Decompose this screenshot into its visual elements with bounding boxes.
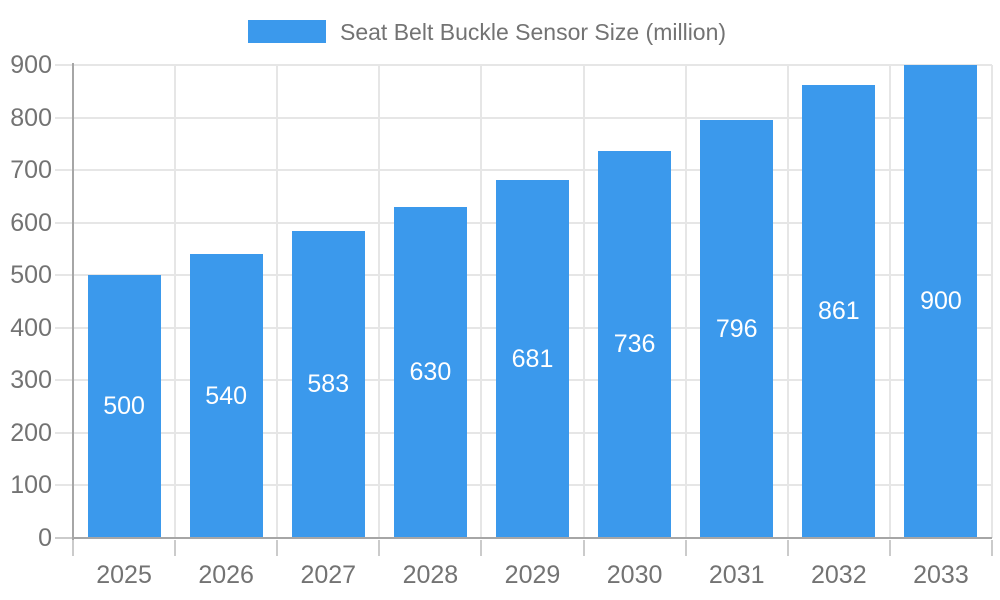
- gridline-horizontal: [55, 64, 992, 66]
- bar-2025[interactable]: [87, 275, 161, 538]
- bar-value-label: 500: [103, 392, 145, 421]
- bar-2033[interactable]: [904, 65, 978, 538]
- bar-2027[interactable]: [291, 231, 365, 538]
- bar-value-label: 736: [613, 330, 656, 359]
- x-axis-tick-label: 2025: [96, 561, 152, 589]
- gridline-vertical: [276, 65, 279, 538]
- y-axis-tick-label: 600: [10, 208, 52, 237]
- x-axis-tick: [480, 539, 483, 556]
- bar-2028[interactable]: [393, 206, 467, 538]
- x-axis-tick: [684, 539, 687, 556]
- x-axis-tick-label: 2026: [198, 561, 254, 589]
- bar-value-label: 900: [920, 287, 962, 316]
- x-axis-tick: [276, 539, 279, 556]
- y-axis-tick-label: 500: [10, 261, 52, 289]
- x-axis-tick: [174, 539, 177, 556]
- bar-2031[interactable]: [700, 119, 774, 538]
- x-axis-tick-label: 2033: [913, 561, 969, 589]
- x-axis-tick: [72, 539, 74, 556]
- x-axis-tick-label: 2028: [402, 561, 459, 589]
- bar-value-label: 681: [511, 344, 554, 373]
- y-axis-tick-label: 700: [10, 156, 52, 184]
- x-axis-tick: [378, 539, 381, 556]
- bar-value-label: 861: [817, 297, 860, 326]
- gridline-vertical: [684, 65, 687, 538]
- y-axis-tick: [55, 536, 73, 539]
- x-axis-baseline: [73, 536, 992, 539]
- y-axis-line: [71, 63, 74, 540]
- y-axis-tick-label: 900: [10, 51, 52, 79]
- x-axis-tick-label: 2029: [504, 561, 561, 589]
- x-axis-tick-label: 2030: [606, 561, 663, 589]
- bar-2032[interactable]: [802, 85, 876, 538]
- gridline-vertical: [582, 65, 585, 538]
- gridline-horizontal: [55, 116, 992, 119]
- bar-2026[interactable]: [189, 254, 263, 538]
- x-axis-tick: [582, 539, 585, 556]
- bar-2030[interactable]: [598, 151, 672, 538]
- x-axis-tick: [786, 539, 789, 556]
- legend-swatch: [248, 20, 326, 43]
- y-axis-tick-label: 100: [10, 471, 52, 499]
- x-axis-tick-label: 2031: [708, 561, 765, 589]
- x-axis-tick-label: 2027: [300, 561, 357, 589]
- gridline-vertical: [480, 65, 483, 538]
- gridline-vertical: [378, 65, 381, 538]
- gridline-vertical: [786, 65, 789, 538]
- gridline-vertical: [991, 65, 993, 538]
- y-axis-tick-label: 300: [10, 366, 52, 394]
- gridline-vertical: [174, 65, 177, 538]
- gridline-vertical: [888, 65, 891, 538]
- bar-value-label: 540: [205, 381, 248, 410]
- x-axis-tick-label: 2032: [811, 561, 867, 589]
- bar-value-label: 583: [307, 370, 350, 399]
- y-axis-tick-label: 0: [38, 523, 52, 552]
- bar-value-label: 796: [715, 314, 758, 343]
- y-axis-tick-label: 400: [10, 313, 52, 342]
- y-axis-tick-label: 800: [10, 103, 52, 132]
- gridline-horizontal: [55, 169, 992, 171]
- x-axis-tick: [888, 539, 891, 556]
- x-axis-tick: [991, 539, 993, 556]
- bar-value-label: 630: [409, 358, 452, 387]
- legend[interactable]: Seat Belt Buckle Sensor Size (million): [0, 14, 1000, 50]
- bar-2029[interactable]: [496, 179, 569, 538]
- y-axis-tick-label: 200: [10, 418, 52, 447]
- legend-label: Seat Belt Buckle Sensor Size (million): [340, 19, 727, 45]
